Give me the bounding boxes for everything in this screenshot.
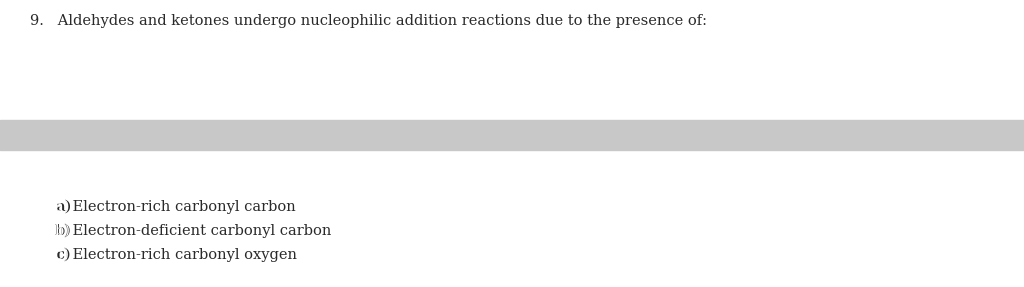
Text: a): a) <box>55 200 72 214</box>
Text: Electron-deficient carbonyl carbon: Electron-deficient carbonyl carbon <box>68 224 332 238</box>
Text: b): b) <box>55 224 72 238</box>
Text: c) Electron-rich carbonyl oxygen: c) Electron-rich carbonyl oxygen <box>55 248 298 262</box>
Text: Electron-rich carbonyl oxygen: Electron-rich carbonyl oxygen <box>68 248 297 262</box>
Text: 9.   Aldehydes and ketones undergo nucleophilic addition reactions due to the pr: 9. Aldehydes and ketones undergo nucleop… <box>30 14 707 28</box>
Text: b) Electron-deficient carbonyl carbon: b) Electron-deficient carbonyl carbon <box>55 224 334 238</box>
Text: c): c) <box>55 248 71 262</box>
Text: Electron-rich carbonyl carbon: Electron-rich carbonyl carbon <box>68 200 296 214</box>
Text: a) Electron-rich carbonyl carbon: a) Electron-rich carbonyl carbon <box>55 200 297 214</box>
Bar <box>0 120 1024 150</box>
